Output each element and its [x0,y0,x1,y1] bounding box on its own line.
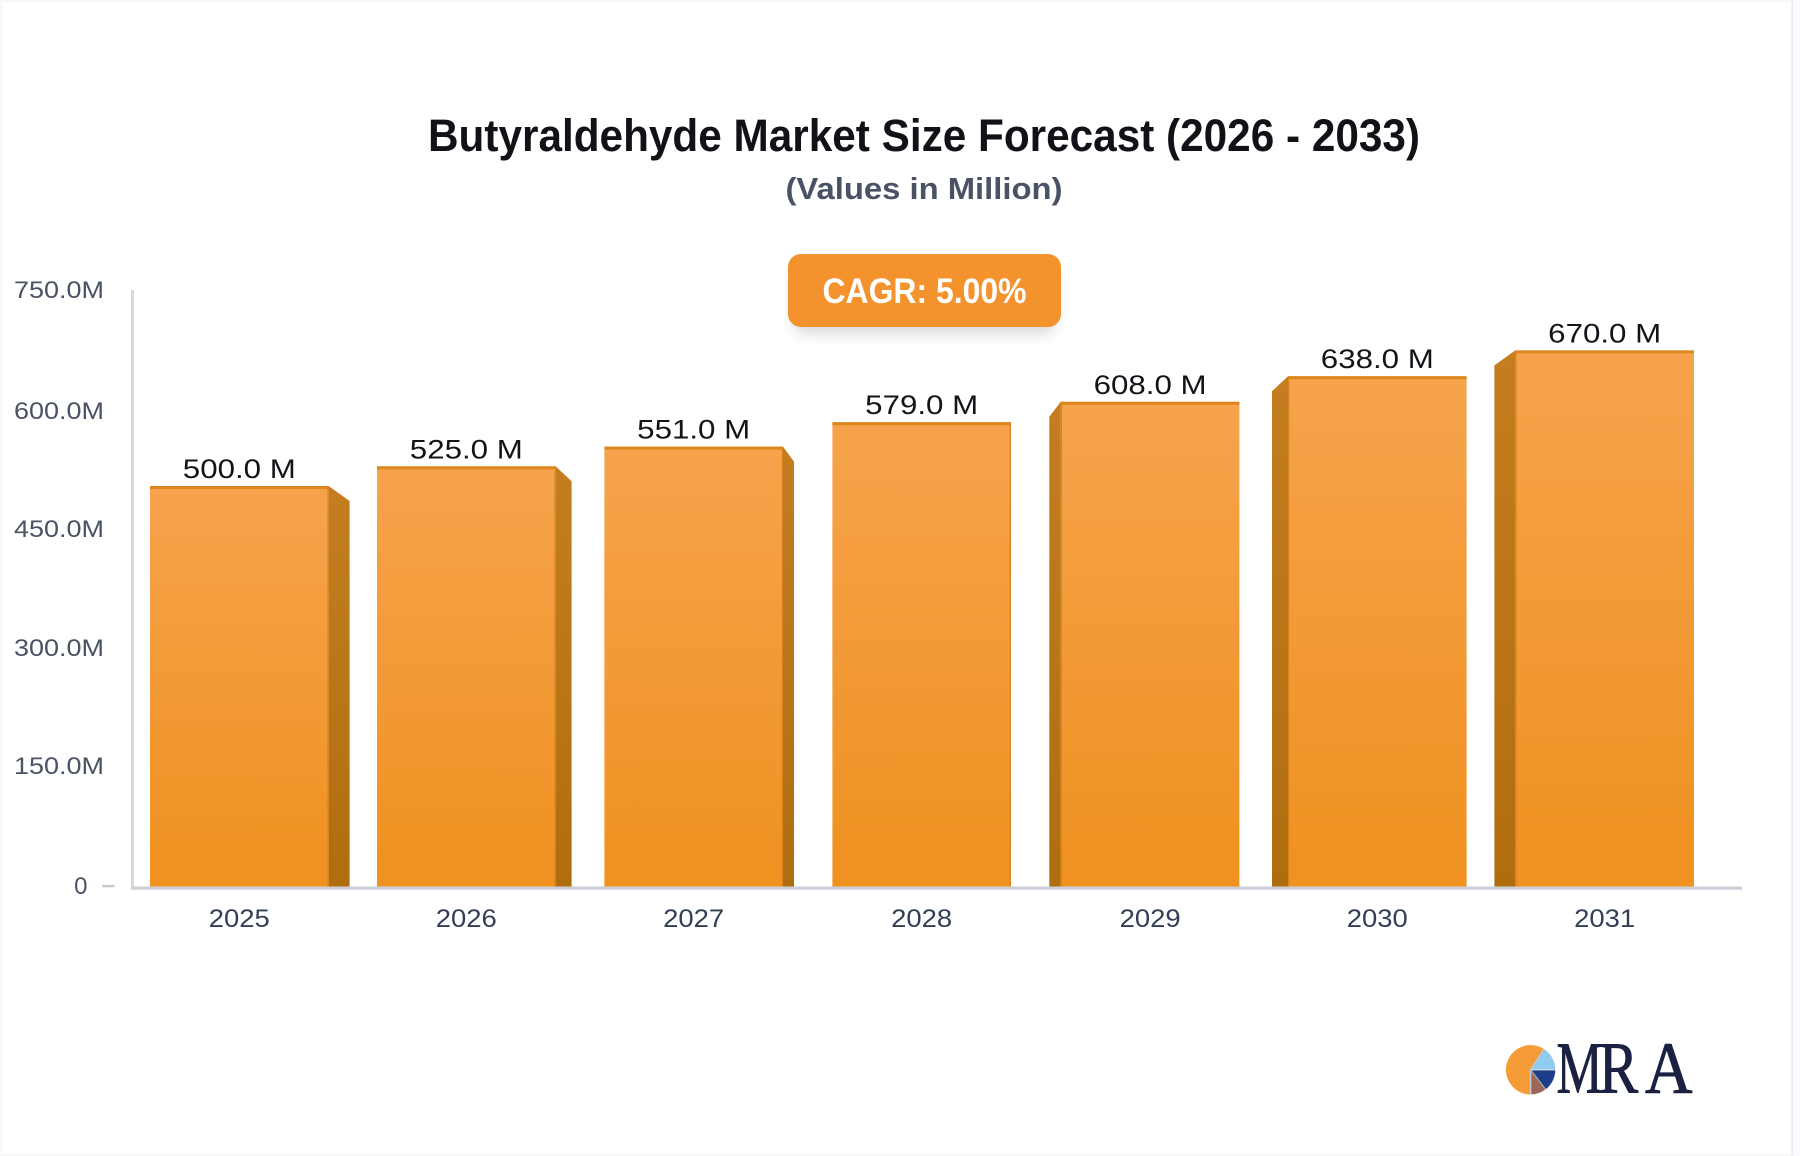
svg-text:500.0 M: 500.0 M [183,454,296,484]
svg-text:2029: 2029 [1120,905,1181,933]
svg-text:579.0 M: 579.0 M [865,390,978,420]
svg-text:2031: 2031 [1574,905,1635,933]
svg-text:A: A [1645,1028,1693,1109]
svg-text:R: R [1599,1028,1639,1109]
svg-text:(Values in Million): (Values in Million) [786,171,1063,206]
svg-text:2027: 2027 [663,905,724,933]
svg-text:300.0M: 300.0M [14,635,104,662]
svg-text:608.0 M: 608.0 M [1094,370,1207,400]
svg-text:2025: 2025 [209,905,270,933]
svg-text:525.0 M: 525.0 M [410,434,523,464]
svg-text:0: 0 [74,873,87,900]
svg-text:2028: 2028 [891,905,952,933]
svg-text:150.0M: 150.0M [14,753,104,780]
svg-text:551.0 M: 551.0 M [637,415,750,445]
svg-text:600.0M: 600.0M [14,398,104,425]
svg-text:M: M [1557,1028,1603,1109]
svg-text:638.0 M: 638.0 M [1321,344,1434,374]
svg-text:2030: 2030 [1347,905,1408,933]
svg-text:670.0 M: 670.0 M [1548,318,1661,348]
svg-text:450.0M: 450.0M [14,516,104,543]
svg-text:750.0M: 750.0M [14,277,104,304]
svg-text:Butyraldehyde Market Size Fore: Butyraldehyde Market Size Forecast (2026… [428,110,1420,161]
svg-text:2026: 2026 [436,905,497,933]
svg-text:CAGR: 5.00%: CAGR: 5.00% [823,272,1027,311]
